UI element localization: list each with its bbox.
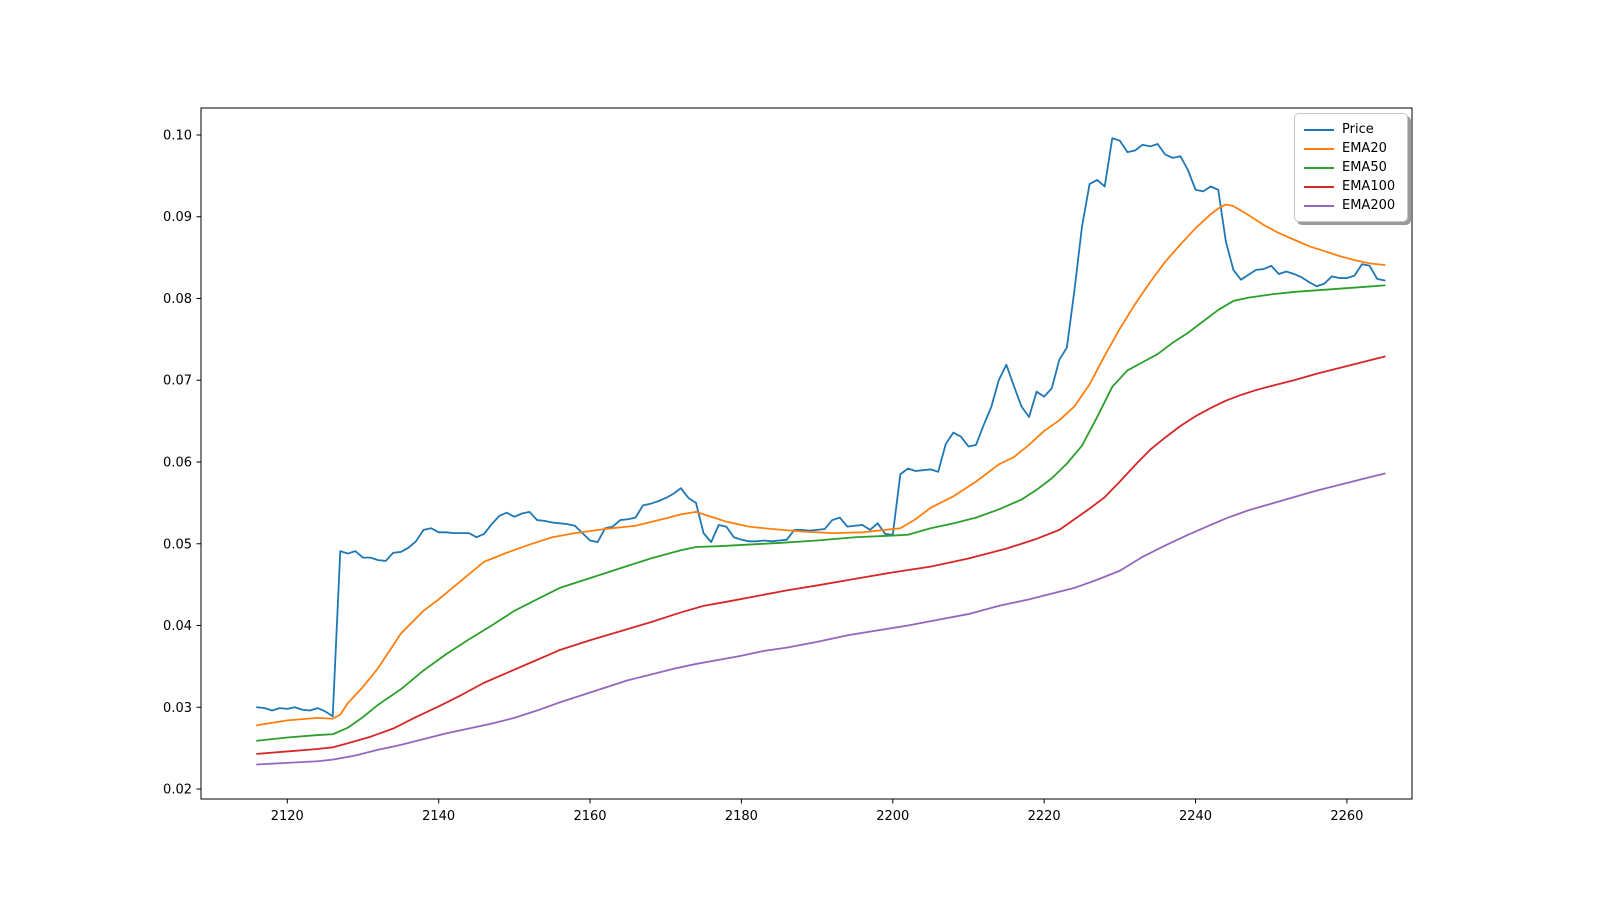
plot-border	[200, 107, 1413, 800]
y-tick-label: 0.10	[163, 128, 192, 143]
x-tick-label: 2240	[1179, 809, 1212, 824]
x-tick-label: 2180	[725, 809, 758, 824]
legend-line-sample-ema100	[1304, 185, 1334, 188]
x-tick-label: 2220	[1028, 809, 1061, 824]
y-tick-label: 0.04	[163, 619, 192, 634]
legend-label-ema50: EMA50	[1342, 160, 1387, 175]
y-tick-label: 0.07	[163, 374, 192, 389]
legend-line-sample-ema20	[1304, 147, 1334, 150]
legend-label-ema200: EMA200	[1342, 198, 1396, 213]
x-tick-label: 2200	[876, 809, 909, 824]
axes: 2120 2140 2160 2180 2200 2220 2240 2260 0.02 0.03…	[163, 128, 1363, 824]
y-tick-label: 0.09	[163, 210, 192, 225]
y-tick-label: 0.02	[163, 783, 192, 798]
series-line-ema100	[256, 355, 1386, 755]
y-tick-label: 0.08	[163, 292, 192, 307]
y-tick-label: 0.03	[163, 701, 192, 716]
legend-line-sample-ema50	[1304, 166, 1334, 169]
legend-item-price: Price	[1304, 120, 1395, 139]
y-tick-label: 0.06	[163, 456, 192, 471]
legend-item-ema200: EMA200	[1304, 196, 1395, 215]
y-tick-label: 0.05	[163, 537, 192, 552]
x-tick-label: 2160	[573, 809, 606, 824]
legend-item-ema100: EMA100	[1304, 177, 1395, 196]
legend-label-ema100: EMA100	[1342, 179, 1396, 194]
legend: Price EMA20 EMA50 EMA100 EMA200	[1294, 113, 1409, 222]
legend-label-price: Price	[1342, 122, 1374, 137]
legend-line-sample-price	[1304, 128, 1334, 131]
series-line-price	[256, 137, 1386, 718]
x-tick-label: 2140	[422, 809, 455, 824]
series-line-ema20	[256, 203, 1386, 727]
legend-item-ema20: EMA20	[1304, 139, 1395, 158]
legend-label-ema20: EMA20	[1342, 141, 1387, 156]
series-line-ema200	[256, 472, 1386, 766]
legend-item-ema50: EMA50	[1304, 158, 1395, 177]
x-tick-label: 2260	[1330, 809, 1363, 824]
legend-line-sample-ema200	[1304, 204, 1334, 207]
x-tick-label: 2120	[271, 809, 304, 824]
series-line-ema50	[256, 284, 1386, 742]
